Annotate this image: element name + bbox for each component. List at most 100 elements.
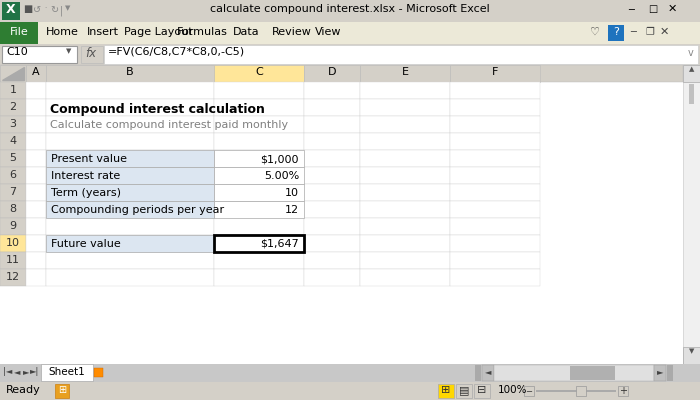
Bar: [46, 133, 214, 150]
Bar: [360, 218, 450, 235]
Text: ▤: ▤: [458, 385, 469, 395]
Bar: [304, 116, 360, 133]
Text: ─: ─: [526, 386, 531, 395]
Bar: [360, 201, 450, 218]
Text: 6: 6: [10, 170, 17, 180]
Text: C: C: [255, 67, 263, 77]
Text: ─: ─: [630, 27, 636, 37]
Text: ⊞: ⊞: [58, 385, 66, 395]
Text: E: E: [402, 67, 409, 77]
Bar: [214, 184, 304, 201]
Bar: [360, 133, 450, 150]
Text: 7: 7: [9, 187, 17, 197]
Bar: [360, 150, 450, 167]
Text: |◄: |◄: [3, 367, 13, 376]
Bar: [26, 184, 46, 201]
Bar: [304, 65, 360, 82]
Text: A: A: [32, 67, 40, 77]
Text: ✕: ✕: [668, 4, 678, 14]
Bar: [360, 116, 450, 133]
Bar: [26, 82, 46, 99]
Text: X: X: [6, 3, 15, 16]
Bar: [0, 201, 26, 218]
Bar: [360, 235, 450, 252]
Bar: [494, 365, 654, 381]
Polygon shape: [2, 67, 24, 80]
Text: 100%: 100%: [498, 385, 528, 395]
Text: ▲: ▲: [689, 66, 694, 72]
Bar: [0, 22, 700, 44]
Text: Future value: Future value: [51, 239, 120, 249]
Bar: [214, 150, 304, 167]
Bar: [689, 84, 694, 104]
Text: □: □: [648, 4, 657, 14]
Bar: [214, 167, 304, 184]
Bar: [474, 384, 490, 398]
Text: 11: 11: [6, 255, 20, 265]
Text: Insert: Insert: [87, 27, 119, 37]
Text: ♡: ♡: [590, 27, 600, 37]
Text: ◄: ◄: [14, 367, 20, 376]
Bar: [450, 133, 540, 150]
Bar: [683, 65, 700, 82]
Bar: [2, 46, 77, 63]
Bar: [26, 99, 46, 116]
Bar: [0, 382, 700, 400]
Bar: [667, 365, 673, 381]
Bar: [214, 99, 304, 116]
Text: Page Layout: Page Layout: [124, 27, 192, 37]
Text: ►: ►: [23, 367, 29, 376]
Bar: [360, 65, 450, 82]
Bar: [450, 65, 540, 82]
Bar: [450, 269, 540, 286]
Text: F: F: [492, 67, 498, 77]
Bar: [304, 201, 360, 218]
Text: 9: 9: [9, 221, 17, 231]
Bar: [360, 269, 450, 286]
Text: ⊟: ⊟: [477, 385, 486, 395]
Bar: [214, 116, 304, 133]
Bar: [26, 252, 46, 269]
Bar: [26, 133, 46, 150]
Text: v: v: [688, 48, 694, 58]
Bar: [304, 133, 360, 150]
Bar: [304, 252, 360, 269]
Bar: [0, 167, 26, 184]
Text: 3: 3: [10, 119, 17, 129]
Bar: [81, 46, 103, 63]
Text: File: File: [10, 27, 29, 37]
Bar: [304, 82, 360, 99]
Bar: [0, 65, 683, 364]
Bar: [360, 184, 450, 201]
Bar: [0, 252, 26, 269]
Text: ✕: ✕: [660, 27, 669, 37]
Bar: [214, 201, 304, 218]
Bar: [456, 384, 472, 398]
Bar: [360, 167, 450, 184]
Bar: [304, 184, 360, 201]
Bar: [46, 150, 214, 167]
Bar: [0, 99, 26, 116]
Bar: [214, 167, 304, 184]
Bar: [0, 65, 683, 82]
Bar: [46, 82, 214, 99]
Bar: [683, 65, 700, 364]
Bar: [94, 368, 103, 377]
Text: ▼: ▼: [689, 348, 694, 354]
Text: 4: 4: [9, 136, 17, 146]
Bar: [214, 235, 304, 252]
Bar: [0, 218, 26, 235]
Bar: [214, 133, 304, 150]
Text: fx: fx: [85, 47, 96, 60]
Text: ►: ►: [657, 367, 664, 376]
Text: Compound interest calculation: Compound interest calculation: [50, 103, 265, 116]
Bar: [0, 184, 26, 201]
Text: ■: ■: [23, 4, 32, 14]
Bar: [450, 99, 540, 116]
Bar: [26, 150, 46, 167]
Bar: [26, 269, 46, 286]
Text: C10: C10: [6, 47, 28, 57]
Bar: [475, 365, 481, 381]
Text: ◄: ◄: [485, 367, 491, 376]
Bar: [0, 116, 26, 133]
